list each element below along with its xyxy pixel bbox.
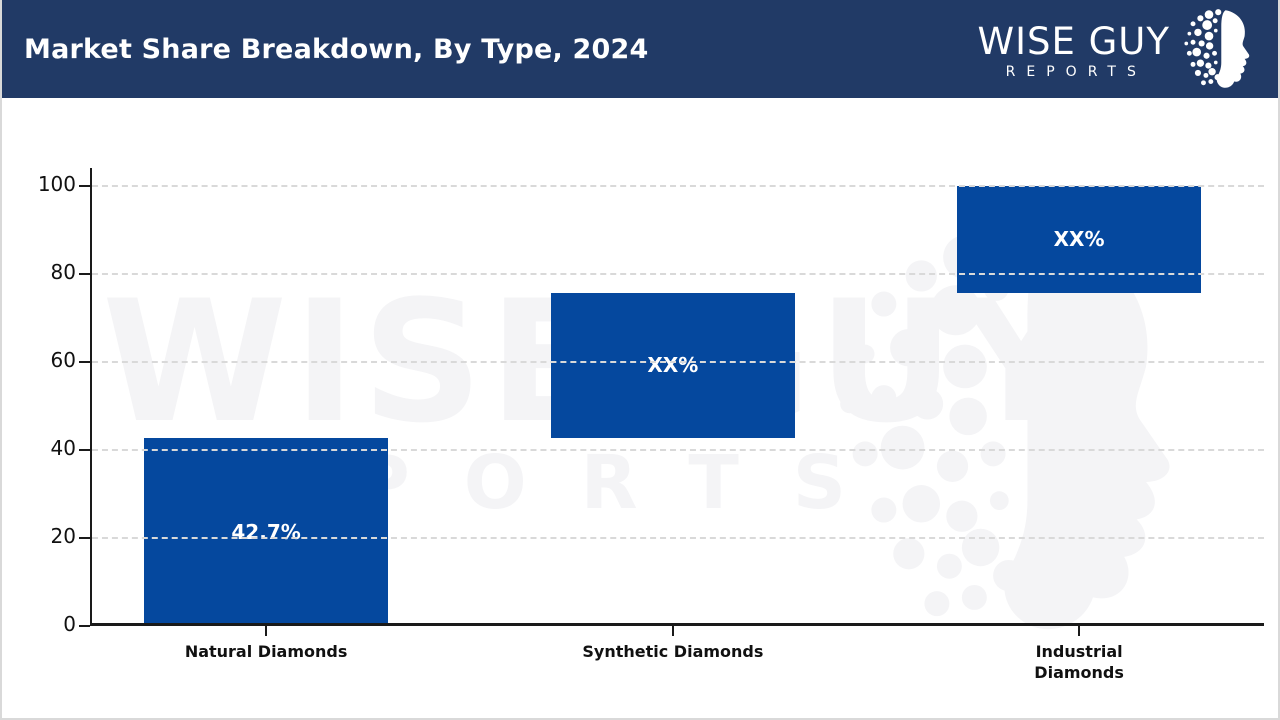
y-tick-label-40: 40 xyxy=(50,435,76,460)
y-tick-label-20: 20 xyxy=(50,523,76,548)
y-tick-label-80: 80 xyxy=(50,259,76,284)
x-axis-line xyxy=(90,623,1264,626)
gridline-80 xyxy=(92,272,1264,275)
y-tick-mark-100 xyxy=(79,184,90,187)
y-tick-mark-20 xyxy=(79,536,90,539)
bar-value-label: 42.7% xyxy=(231,519,301,544)
y-tick-label-100: 100 xyxy=(37,171,76,196)
x-tick-mark-0 xyxy=(265,626,268,636)
logo-text: WISE GUY REPORTS xyxy=(978,23,1170,79)
bar-natural-diamonds: 42.7% xyxy=(144,437,389,626)
y-axis-line xyxy=(90,168,92,626)
x-tick-label-2: Industrial Diamonds xyxy=(1034,642,1124,682)
chart-region: WISE GUY REPORTS 0 20 40 60 80 100 42.7% Natura… xyxy=(2,98,1278,718)
gridline-100 xyxy=(92,184,1264,187)
logo-brand-subtitle: REPORTS xyxy=(1005,64,1147,80)
gridline-60 xyxy=(92,360,1264,363)
x-tick-mark-1 xyxy=(671,626,674,636)
bar-synthetic-diamonds: XX% xyxy=(550,292,795,438)
gridline-20 xyxy=(92,536,1264,539)
y-tick-mark-0 xyxy=(79,625,90,627)
y-tick-mark-80 xyxy=(79,272,90,275)
x-tick-label-0: Natural Diamonds xyxy=(184,642,348,661)
x-tick-label-1: Synthetic Diamonds xyxy=(582,642,764,661)
page-title: Market Share Breakdown, By Type, 2024 xyxy=(24,33,649,65)
bar-value-label: XX% xyxy=(647,353,699,378)
plot-area: 0 20 40 60 80 100 42.7% Natural Diamonds XX% Synt… xyxy=(38,168,1264,682)
bar-value-label: XX% xyxy=(1053,227,1105,252)
y-tick-label-60: 60 xyxy=(50,347,76,372)
gridline-40 xyxy=(92,448,1264,451)
wiseguy-logo: WISE GUY REPORTS xyxy=(978,8,1252,90)
y-tick-label-0: 0 xyxy=(63,612,76,636)
logo-brand-name: WISE GUY xyxy=(977,20,1170,63)
x-tick-mark-2 xyxy=(1078,626,1081,636)
y-tick-mark-40 xyxy=(79,448,90,451)
bar-industrial-diamonds: XX% xyxy=(956,185,1202,293)
y-tick-mark-60 xyxy=(79,360,90,363)
logo-head-icon xyxy=(1166,8,1252,90)
header: Market Share Breakdown, By Type, 2024 WI… xyxy=(2,0,1278,98)
